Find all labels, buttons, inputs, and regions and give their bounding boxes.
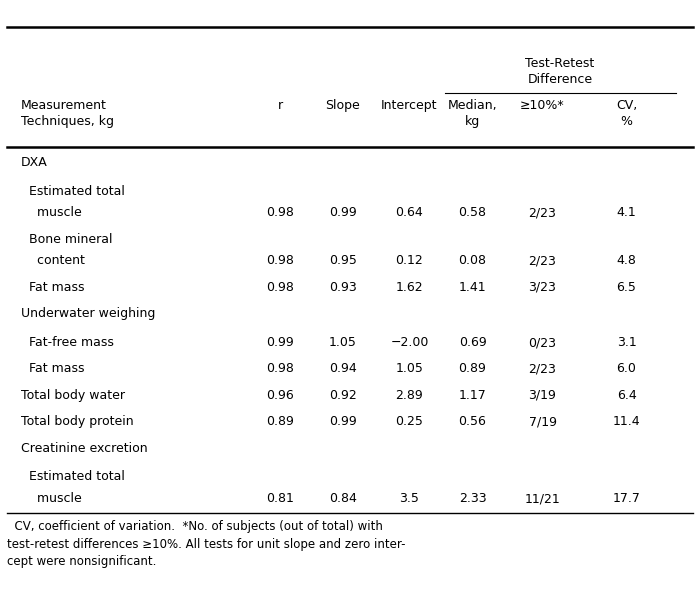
Text: Median,
kg: Median, kg bbox=[448, 99, 497, 128]
Text: 4.1: 4.1 bbox=[617, 206, 636, 220]
Text: 1.62: 1.62 bbox=[395, 281, 423, 294]
Text: 6.0: 6.0 bbox=[617, 362, 636, 376]
Text: 0.58: 0.58 bbox=[458, 206, 486, 220]
Text: 1.41: 1.41 bbox=[458, 281, 486, 294]
Text: Bone mineral: Bone mineral bbox=[21, 233, 113, 246]
Text: Estimated total: Estimated total bbox=[21, 185, 125, 198]
Text: 0.92: 0.92 bbox=[329, 389, 357, 402]
Text: 11.4: 11.4 bbox=[612, 415, 640, 428]
Text: 2.33: 2.33 bbox=[458, 492, 486, 505]
Text: 2/23: 2/23 bbox=[528, 254, 556, 268]
Text: −2.00: −2.00 bbox=[391, 336, 428, 349]
Text: Measurement
Techniques, kg: Measurement Techniques, kg bbox=[21, 99, 114, 128]
Text: 2/23: 2/23 bbox=[528, 206, 556, 220]
Text: muscle: muscle bbox=[21, 492, 82, 505]
Text: 0.56: 0.56 bbox=[458, 415, 486, 428]
Text: 3/19: 3/19 bbox=[528, 389, 556, 402]
Text: 3.1: 3.1 bbox=[617, 336, 636, 349]
Text: 0.95: 0.95 bbox=[329, 254, 357, 268]
Text: Test-Retest
Difference: Test-Retest Difference bbox=[526, 57, 594, 86]
Text: 0.08: 0.08 bbox=[458, 254, 486, 268]
Text: 0.98: 0.98 bbox=[266, 254, 294, 268]
Text: 0.81: 0.81 bbox=[266, 492, 294, 505]
Text: Estimated total: Estimated total bbox=[21, 470, 125, 484]
Text: 0.89: 0.89 bbox=[458, 362, 486, 376]
Text: Fat-free mass: Fat-free mass bbox=[21, 336, 114, 349]
Text: muscle: muscle bbox=[21, 206, 82, 220]
Text: 3.5: 3.5 bbox=[400, 492, 419, 505]
Text: 11/21: 11/21 bbox=[524, 492, 561, 505]
Text: 0.64: 0.64 bbox=[395, 206, 423, 220]
Text: 6.5: 6.5 bbox=[617, 281, 636, 294]
Text: 1.05: 1.05 bbox=[329, 336, 357, 349]
Text: Total body water: Total body water bbox=[21, 389, 125, 402]
Text: 0.98: 0.98 bbox=[266, 362, 294, 376]
Text: 3/23: 3/23 bbox=[528, 281, 556, 294]
Text: 6.4: 6.4 bbox=[617, 389, 636, 402]
Text: Slope: Slope bbox=[326, 99, 360, 112]
Text: 2/23: 2/23 bbox=[528, 362, 556, 376]
Text: 0.99: 0.99 bbox=[266, 336, 294, 349]
Text: 0.96: 0.96 bbox=[266, 389, 294, 402]
Text: 1.17: 1.17 bbox=[458, 389, 486, 402]
Text: 4.8: 4.8 bbox=[617, 254, 636, 268]
Text: 17.7: 17.7 bbox=[612, 492, 640, 505]
Text: Creatinine excretion: Creatinine excretion bbox=[21, 442, 148, 455]
Text: 0.99: 0.99 bbox=[329, 206, 357, 220]
Text: 0.93: 0.93 bbox=[329, 281, 357, 294]
Text: CV,
%: CV, % bbox=[616, 99, 637, 128]
Text: 0/23: 0/23 bbox=[528, 336, 556, 349]
Text: 1.05: 1.05 bbox=[395, 362, 423, 376]
Text: 0.98: 0.98 bbox=[266, 206, 294, 220]
Text: r: r bbox=[277, 99, 283, 112]
Text: 0.69: 0.69 bbox=[458, 336, 486, 349]
Text: 0.12: 0.12 bbox=[395, 254, 423, 268]
Text: 0.25: 0.25 bbox=[395, 415, 423, 428]
Text: DXA: DXA bbox=[21, 156, 48, 169]
Text: 2.89: 2.89 bbox=[395, 389, 423, 402]
Text: ≥10%*: ≥10%* bbox=[520, 99, 565, 112]
Text: Intercept: Intercept bbox=[382, 99, 438, 112]
Text: Fat mass: Fat mass bbox=[21, 362, 85, 376]
Text: 0.98: 0.98 bbox=[266, 281, 294, 294]
Text: Fat mass: Fat mass bbox=[21, 281, 85, 294]
Text: 0.99: 0.99 bbox=[329, 415, 357, 428]
Text: 0.84: 0.84 bbox=[329, 492, 357, 505]
Text: 7/19: 7/19 bbox=[528, 415, 556, 428]
Text: Total body protein: Total body protein bbox=[21, 415, 134, 428]
Text: CV, coefficient of variation.  *No. of subjects (out of total) with
test-retest : CV, coefficient of variation. *No. of su… bbox=[7, 520, 405, 568]
Text: 0.89: 0.89 bbox=[266, 415, 294, 428]
Text: content: content bbox=[21, 254, 85, 268]
Text: Underwater weighing: Underwater weighing bbox=[21, 307, 155, 320]
Text: 0.94: 0.94 bbox=[329, 362, 357, 376]
